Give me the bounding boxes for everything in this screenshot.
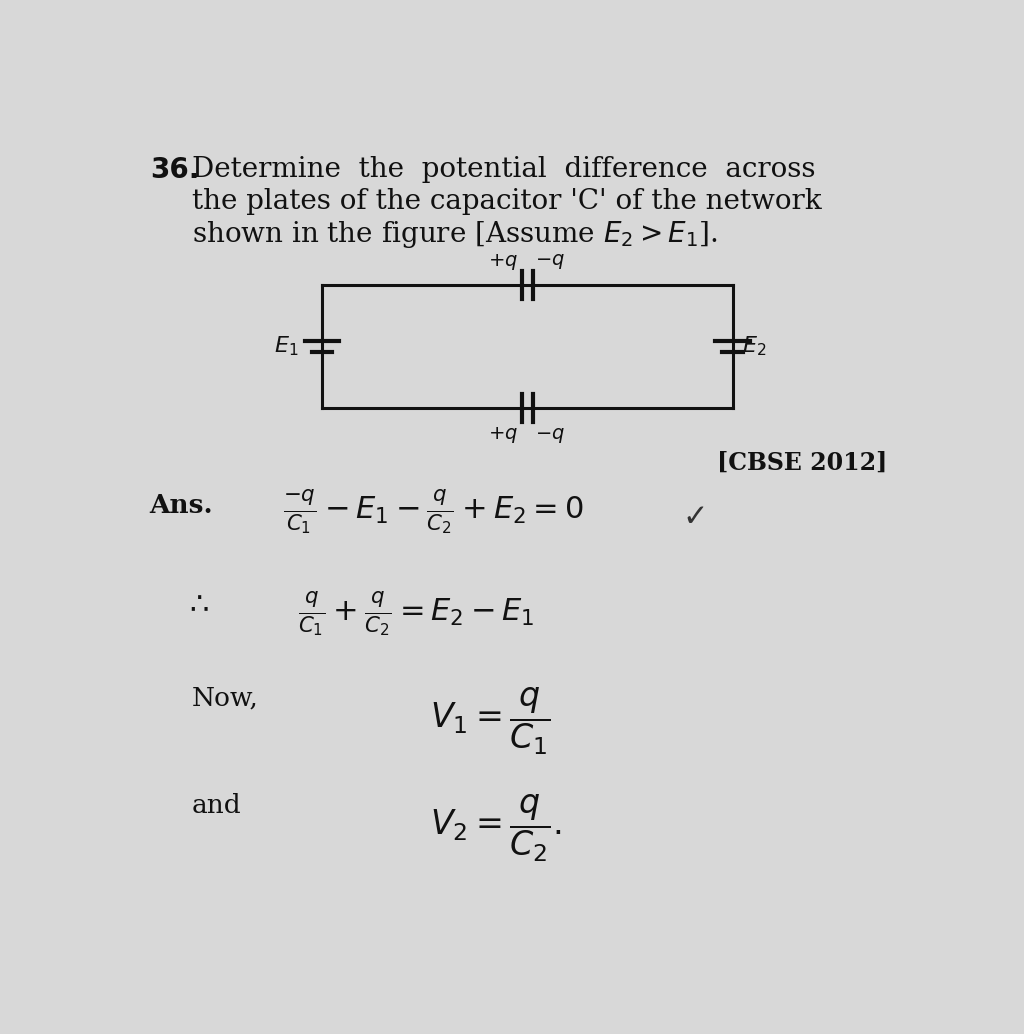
Text: ✓: ✓ — [682, 503, 708, 531]
Text: Now,: Now, — [191, 686, 258, 710]
Text: and: and — [191, 793, 242, 818]
Text: $E_1$: $E_1$ — [273, 335, 298, 359]
Text: [CBSE 2012]: [CBSE 2012] — [717, 451, 888, 475]
Text: 36.: 36. — [150, 156, 199, 184]
Text: $-q$: $-q$ — [535, 426, 565, 445]
Text: Ans.: Ans. — [150, 493, 213, 518]
Text: $V_2 = \dfrac{q}{C_2}.$: $V_2 = \dfrac{q}{C_2}.$ — [430, 793, 562, 864]
Text: $E_2$: $E_2$ — [741, 335, 766, 359]
Text: Determine  the  potential  difference  across
the plates of the capacitor 'C' of: Determine the potential difference acros… — [191, 156, 821, 250]
Text: $\frac{-q}{C_1} - E_1 - \frac{q}{C_2} + E_2 = 0$: $\frac{-q}{C_1} - E_1 - \frac{q}{C_2} + … — [283, 487, 584, 537]
Text: $+q$: $+q$ — [488, 425, 518, 446]
Text: $+q$: $+q$ — [488, 252, 518, 272]
Text: $-q$: $-q$ — [535, 252, 565, 271]
Text: $\therefore$: $\therefore$ — [183, 589, 209, 618]
Text: $\frac{q}{C_1} + \frac{q}{C_2} = E_2 - E_1$: $\frac{q}{C_1} + \frac{q}{C_2} = E_2 - E… — [299, 589, 536, 638]
Text: $V_1 = \dfrac{q}{C_1}$: $V_1 = \dfrac{q}{C_1}$ — [430, 686, 551, 757]
